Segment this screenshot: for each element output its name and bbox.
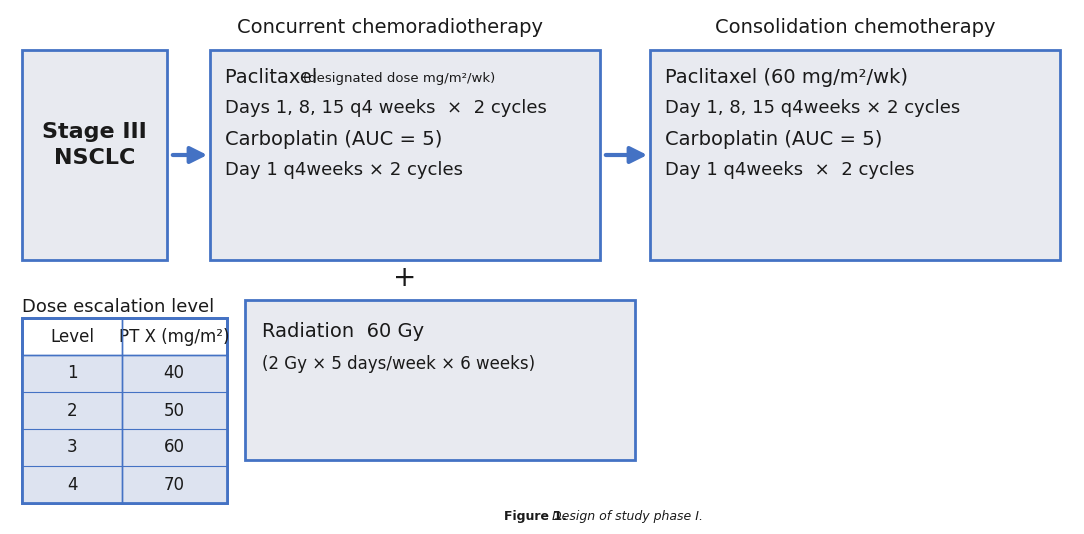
Text: Days 1, 8, 15 q4 weeks  ×  2 cycles: Days 1, 8, 15 q4 weeks × 2 cycles (225, 99, 546, 117)
FancyBboxPatch shape (22, 50, 167, 260)
FancyBboxPatch shape (22, 318, 227, 503)
Text: Dose escalation level: Dose escalation level (22, 298, 215, 316)
Text: (designated dose mg/m²/wk): (designated dose mg/m²/wk) (304, 72, 495, 85)
FancyBboxPatch shape (22, 392, 227, 429)
Text: 40: 40 (164, 365, 184, 382)
Text: Day 1 q4weeks  ×  2 cycles: Day 1 q4weeks × 2 cycles (664, 161, 915, 179)
Text: Stage III
NSCLC: Stage III NSCLC (42, 122, 146, 168)
Text: Day 1, 8, 15 q4weeks × 2 cycles: Day 1, 8, 15 q4weeks × 2 cycles (664, 99, 960, 117)
Text: Level: Level (50, 327, 94, 345)
Text: 70: 70 (164, 475, 184, 493)
FancyBboxPatch shape (210, 50, 601, 260)
Text: Consolidation chemotherapy: Consolidation chemotherapy (714, 18, 995, 37)
Text: 3: 3 (67, 438, 77, 457)
Text: (2 Gy × 5 days/week × 6 weeks): (2 Gy × 5 days/week × 6 weeks) (262, 355, 535, 373)
Text: Design of study phase I.: Design of study phase I. (552, 510, 704, 523)
FancyBboxPatch shape (650, 50, 1060, 260)
Text: 4: 4 (67, 475, 77, 493)
FancyBboxPatch shape (245, 300, 635, 460)
Text: PT X (mg/m²): PT X (mg/m²) (119, 327, 229, 345)
Text: Paclitaxel: Paclitaxel (225, 68, 323, 87)
FancyBboxPatch shape (22, 466, 227, 503)
Text: 60: 60 (164, 438, 184, 457)
Text: +: + (393, 264, 416, 292)
Text: Radiation  60 Gy: Radiation 60 Gy (262, 322, 424, 341)
Text: Carboplatin (AUC = 5): Carboplatin (AUC = 5) (664, 130, 882, 149)
Text: Concurrent chemoradiotherapy: Concurrent chemoradiotherapy (237, 18, 543, 37)
Text: Carboplatin (AUC = 5): Carboplatin (AUC = 5) (225, 130, 442, 149)
Text: Paclitaxel (60 mg/m²/wk): Paclitaxel (60 mg/m²/wk) (664, 68, 908, 87)
FancyBboxPatch shape (22, 429, 227, 466)
Text: 2: 2 (67, 402, 77, 420)
Text: Day 1 q4weeks × 2 cycles: Day 1 q4weeks × 2 cycles (225, 161, 463, 179)
Text: 1: 1 (67, 365, 77, 382)
Text: Figure 1.: Figure 1. (504, 510, 567, 523)
FancyBboxPatch shape (22, 355, 227, 392)
Text: 50: 50 (164, 402, 184, 420)
